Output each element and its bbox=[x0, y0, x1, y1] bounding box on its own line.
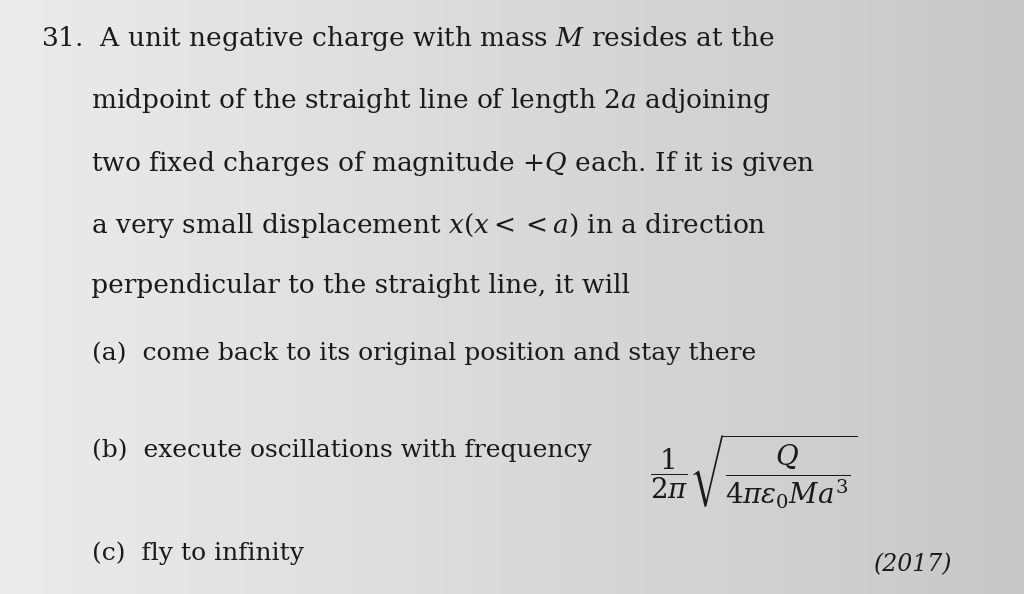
Text: perpendicular to the straight line, it will: perpendicular to the straight line, it w… bbox=[41, 273, 630, 298]
Text: a very small displacement $x(x<<a)$ in a direction: a very small displacement $x(x<<a)$ in a… bbox=[41, 211, 766, 240]
Text: midpoint of the straight line of length $2a$ adjoining: midpoint of the straight line of length … bbox=[41, 86, 770, 115]
Text: (2017): (2017) bbox=[873, 553, 952, 576]
Text: (a)  come back to its original position and stay there: (a) come back to its original position a… bbox=[92, 342, 757, 365]
Text: (c)  fly to infinity: (c) fly to infinity bbox=[92, 541, 304, 565]
Text: 31.  A unit negative charge with mass $M$ resides at the: 31. A unit negative charge with mass $M$… bbox=[41, 24, 774, 53]
Text: (b)  execute oscillations with frequency: (b) execute oscillations with frequency bbox=[92, 438, 592, 462]
Text: two fixed charges of magnitude $+Q$ each. If it is given: two fixed charges of magnitude $+Q$ each… bbox=[41, 148, 815, 178]
Text: $\dfrac{1}{2\pi}\sqrt{\dfrac{Q}{4\pi\varepsilon_0 Ma^3}}$: $\dfrac{1}{2\pi}\sqrt{\dfrac{Q}{4\pi\var… bbox=[650, 432, 857, 511]
